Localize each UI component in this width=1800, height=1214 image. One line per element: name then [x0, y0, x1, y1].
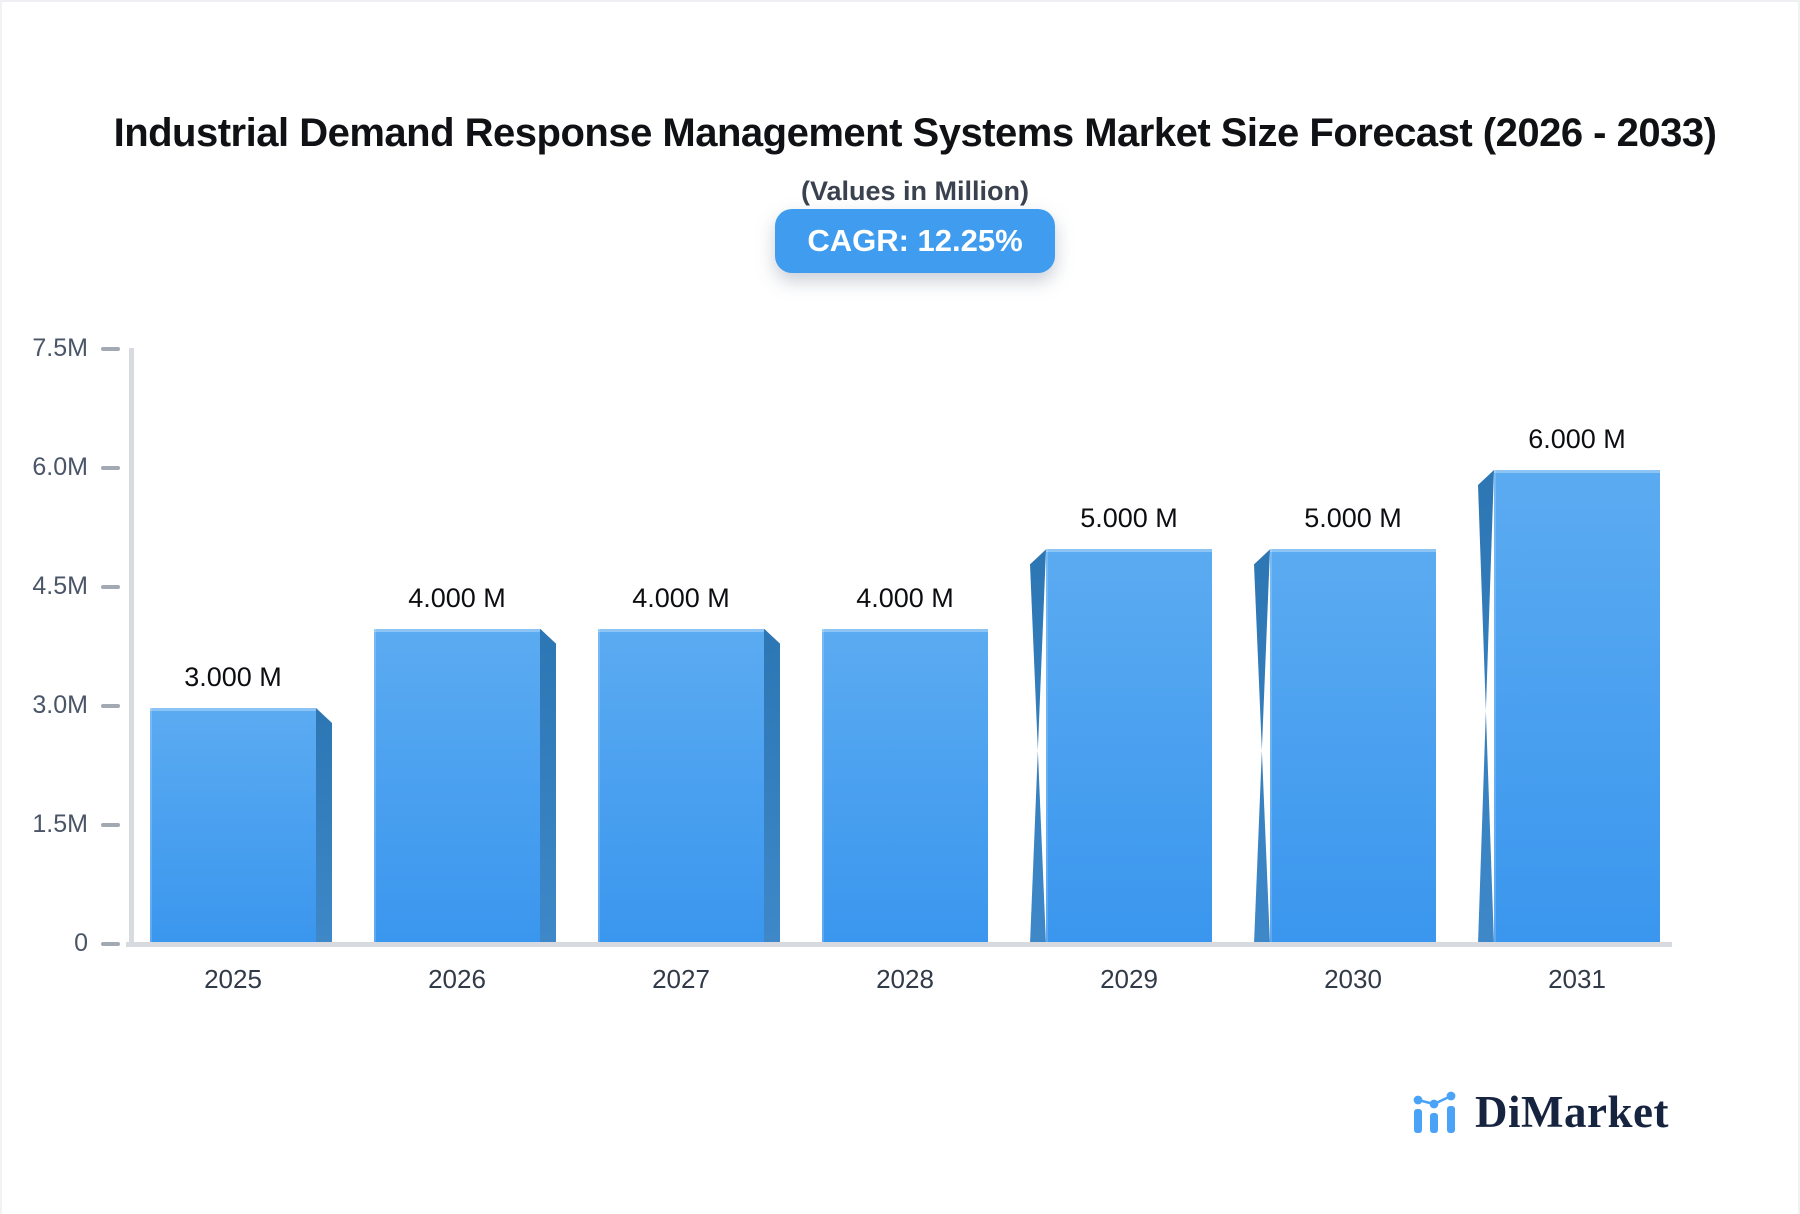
- bar-side: [540, 628, 556, 944]
- bar-face: [822, 628, 988, 944]
- x-axis-line: [126, 942, 1672, 947]
- bar-2027: [598, 628, 780, 944]
- bar-side: [764, 628, 780, 944]
- cagr-badge: CAGR: 12.25%: [775, 209, 1055, 273]
- y-axis-label: 1.5M: [32, 810, 88, 838]
- y-axis-line: [129, 348, 134, 947]
- bar-face: [1494, 470, 1660, 944]
- x-axis-label: 2026: [428, 964, 486, 994]
- dimarket-logo: DiMarket: [1408, 1086, 1669, 1138]
- x-axis-label: 2025: [204, 964, 262, 994]
- bar-chart-icon: [1413, 1091, 1456, 1133]
- y-axis-tick: [101, 823, 120, 827]
- bar-2030: [1254, 549, 1436, 944]
- bar-face: [1046, 549, 1212, 944]
- bar-side: [316, 708, 332, 944]
- bar-side: [1254, 549, 1270, 944]
- bar-value-label: 5.000 M: [1304, 503, 1402, 534]
- logo-text: DiMarket: [1475, 1087, 1669, 1137]
- y-axis-label: 4.5M: [32, 572, 88, 600]
- x-axis-label: 2030: [1324, 964, 1382, 994]
- bar-2029: [1030, 549, 1212, 944]
- bar-value-label: 5.000 M: [1080, 503, 1178, 534]
- bar-side: [1030, 549, 1046, 944]
- bar-face: [374, 628, 540, 944]
- chart-header: Industrial Demand Response Management Sy…: [65, 106, 1765, 273]
- bar-face: [150, 708, 316, 944]
- bar-2026: [374, 628, 556, 944]
- x-axis-label: 2027: [652, 964, 710, 994]
- y-axis-tick: [101, 704, 120, 708]
- bar-face: [598, 628, 764, 944]
- bar-2025: [150, 708, 332, 944]
- bar-face: [1270, 549, 1436, 944]
- y-axis-label: 0: [74, 929, 88, 957]
- bar-2031: [1478, 470, 1660, 944]
- y-axis-tick: [101, 942, 120, 946]
- bar-value-label: 4.000 M: [856, 582, 954, 613]
- bar-value-label: 6.000 M: [1528, 424, 1626, 454]
- bar-value-label: 4.000 M: [632, 582, 730, 613]
- bar-2028: [822, 628, 988, 944]
- x-axis-label: 2031: [1548, 964, 1606, 994]
- y-axis-tick: [101, 585, 120, 589]
- bar-value-label: 3.000 M: [184, 662, 282, 692]
- y-axis-tick: [101, 347, 120, 351]
- x-axis-label: 2029: [1100, 964, 1158, 994]
- y-axis-label: 3.0M: [32, 691, 88, 719]
- chart-subtitle: (Values in Million): [800, 176, 1030, 206]
- y-axis-tick: [101, 466, 120, 470]
- y-axis-label: 7.5M: [32, 334, 88, 362]
- bar-value-label: 4.000 M: [408, 582, 506, 613]
- y-axis-label: 6.0M: [32, 453, 88, 481]
- x-axis-label: 2028: [876, 964, 934, 994]
- bar-side: [1478, 470, 1494, 944]
- chart-title: Industrial Demand Response Management Sy…: [113, 111, 1717, 155]
